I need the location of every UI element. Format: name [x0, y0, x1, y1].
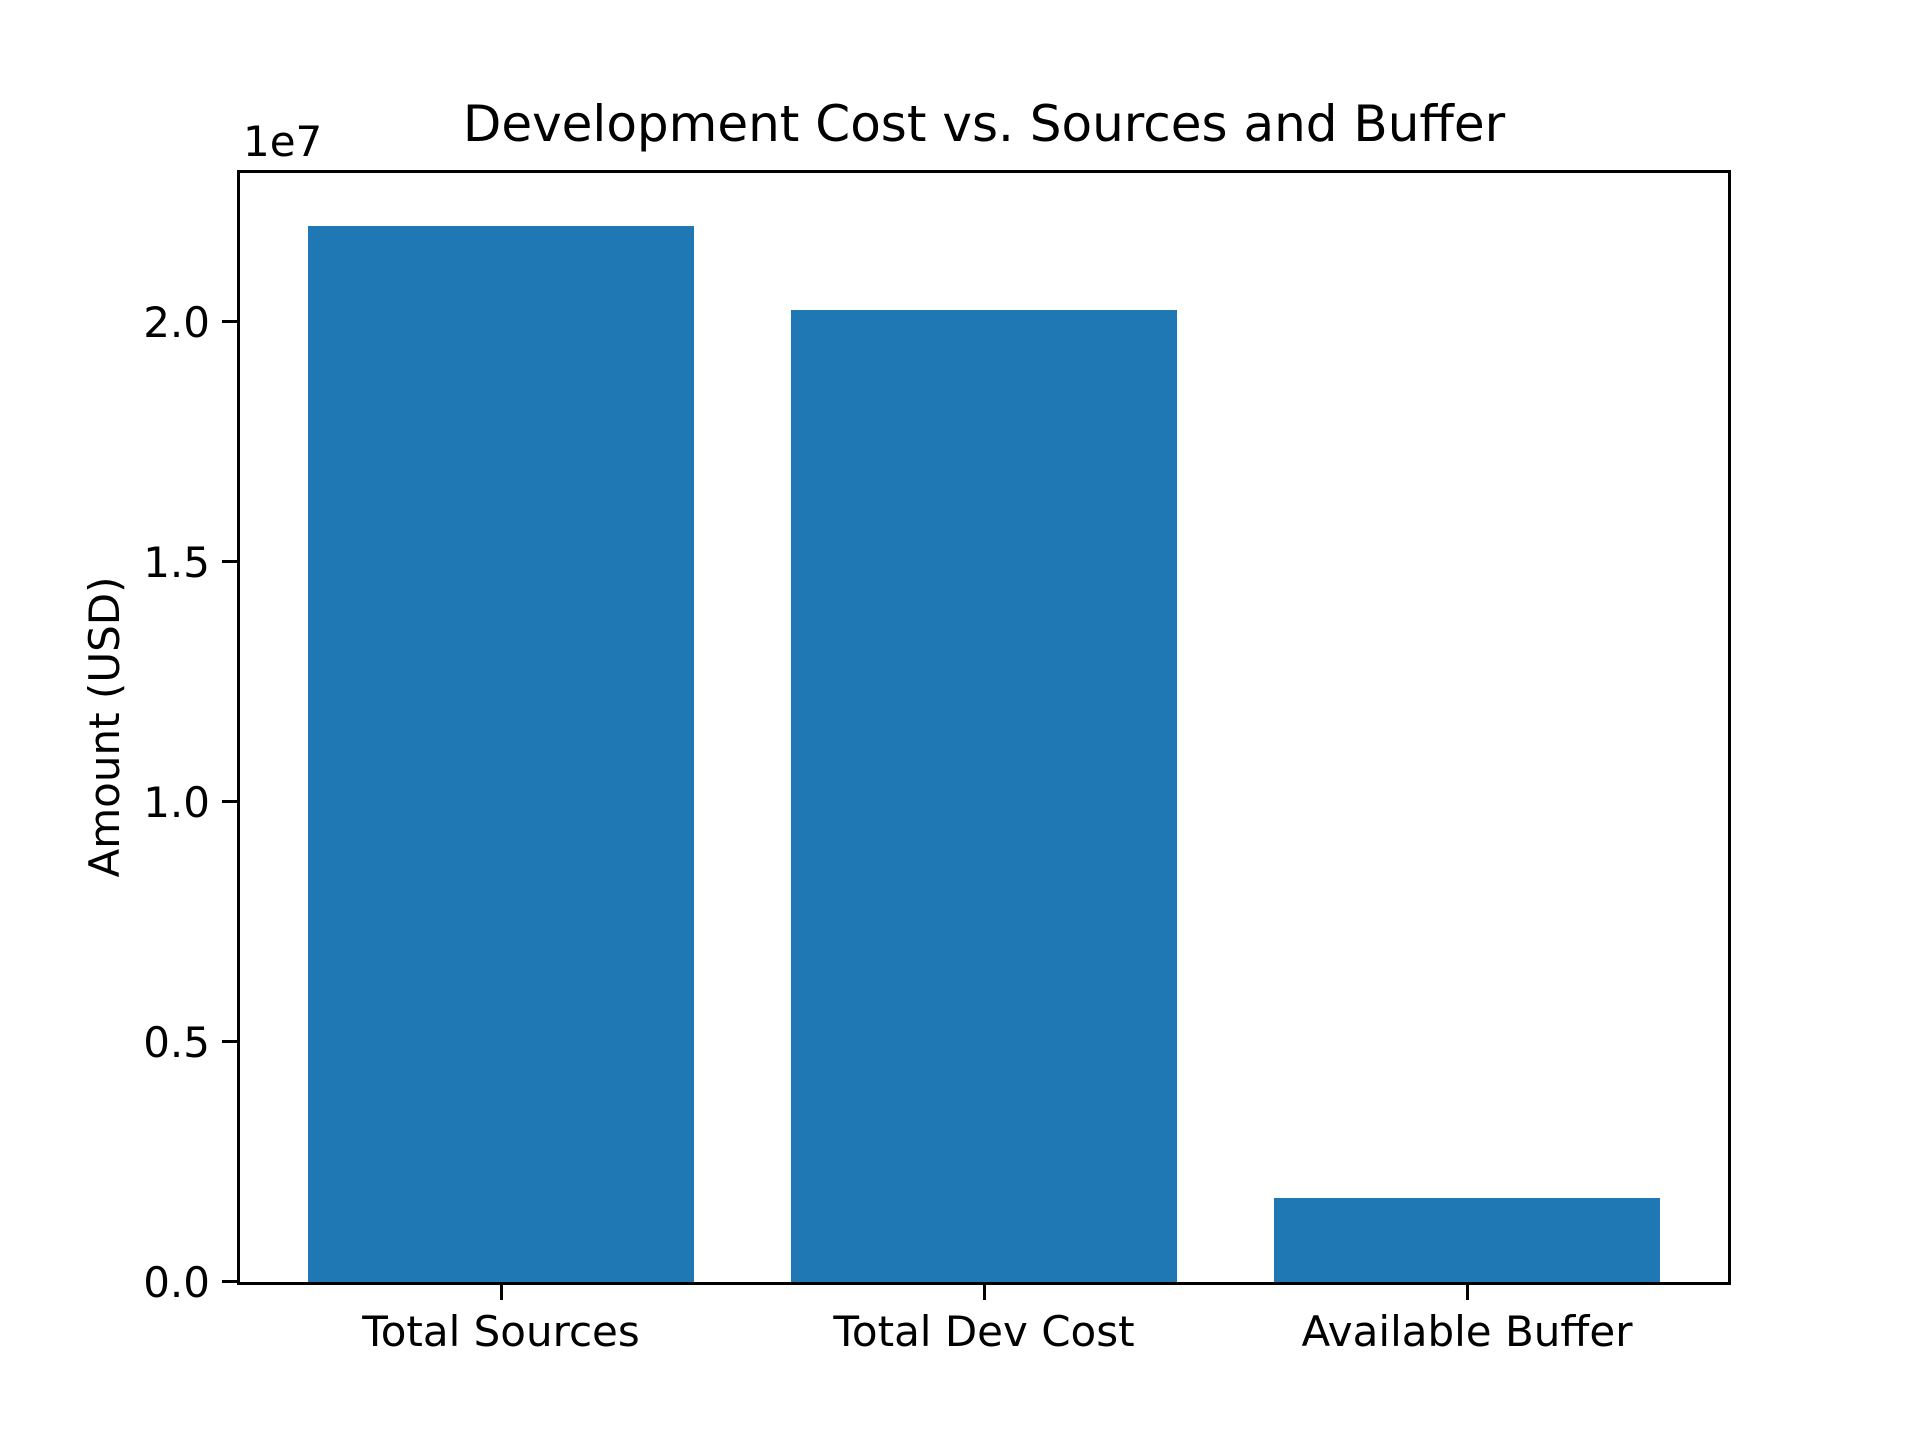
y-tick-mark — [222, 320, 237, 323]
y-tick-label: 1.5 — [143, 538, 210, 587]
y-tick-label: 1.0 — [143, 778, 210, 827]
y-tick-mark — [222, 800, 237, 803]
chart-title: Development Cost vs. Sources and Buffer — [462, 95, 1506, 153]
plot-area — [237, 170, 1731, 1285]
y-tick-label: 2.0 — [143, 298, 210, 347]
x-tick-label: Total Dev Cost — [833, 1307, 1135, 1356]
y-tick-mark — [222, 1040, 237, 1043]
y-tick-mark — [222, 1280, 237, 1283]
x-tick-mark — [1466, 1285, 1469, 1300]
y-axis-offset-label: 1e7 — [243, 117, 323, 166]
bar-total-dev-cost — [791, 310, 1177, 1282]
x-tick-label: Total Sources — [362, 1307, 640, 1356]
bar-total-sources — [308, 226, 694, 1282]
y-tick-label: 0.0 — [143, 1258, 210, 1307]
x-tick-mark — [983, 1285, 986, 1300]
x-tick-label: Available Buffer — [1301, 1307, 1633, 1356]
y-axis-label: Amount (USD) — [80, 576, 129, 878]
y-tick-label: 0.5 — [143, 1018, 210, 1067]
x-tick-mark — [500, 1285, 503, 1300]
bar-available-buffer — [1274, 1198, 1660, 1282]
plot-inner — [240, 173, 1728, 1282]
y-tick-mark — [222, 560, 237, 563]
